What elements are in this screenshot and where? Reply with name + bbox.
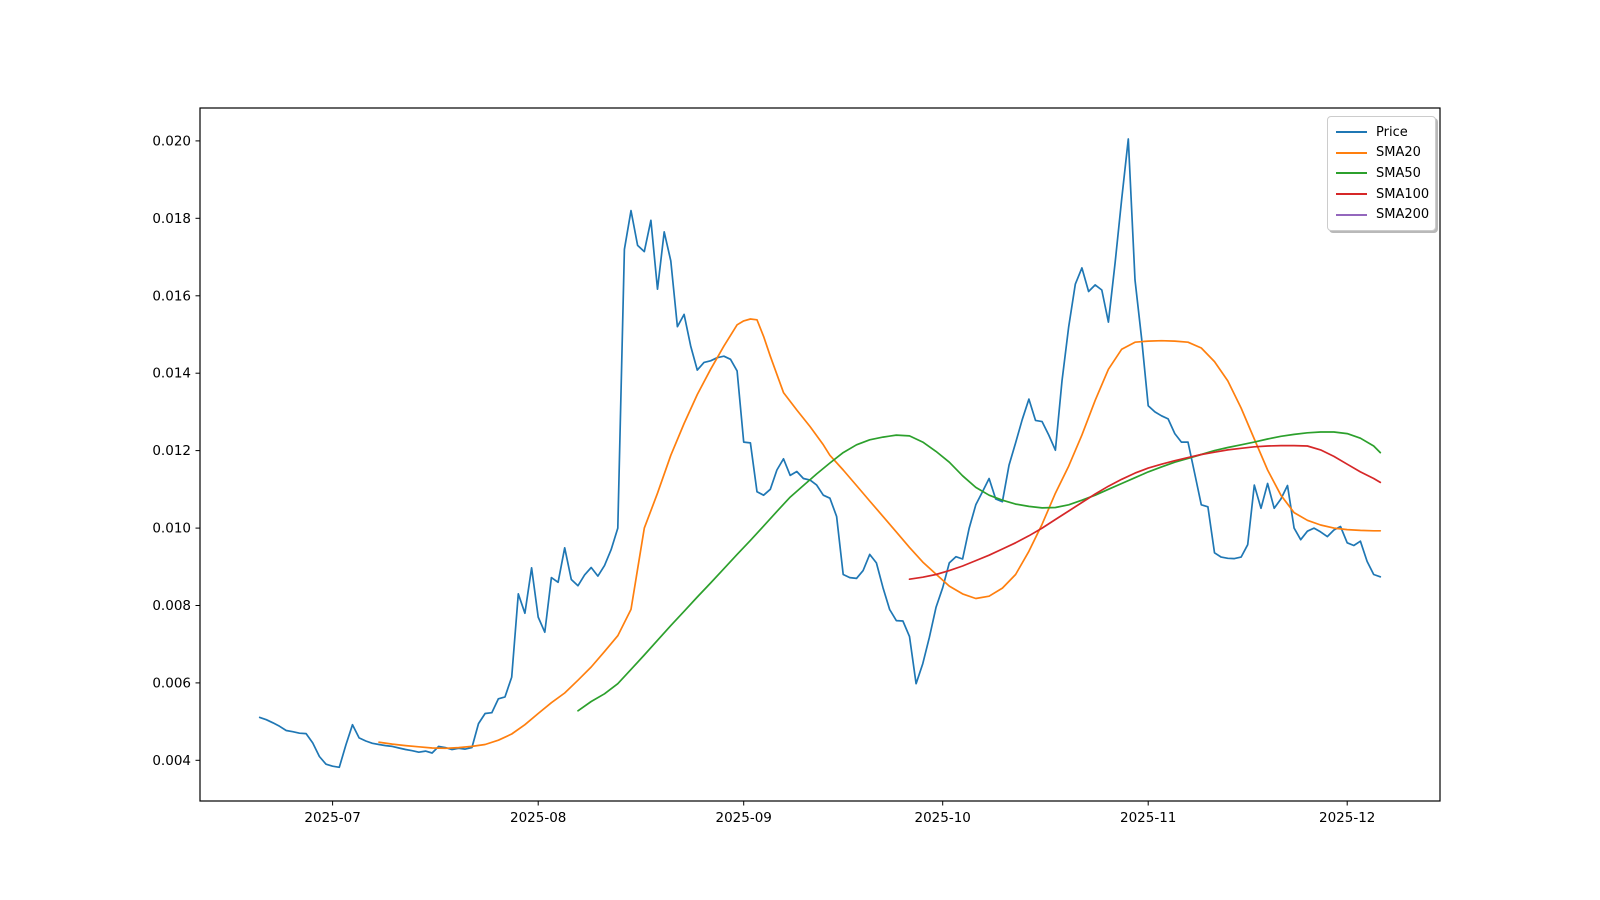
legend-label: Price (1376, 124, 1408, 140)
legend-label: SMA200 (1376, 207, 1430, 223)
legend-item-price: Price (1336, 122, 1426, 143)
svg-text:0.010: 0.010 (152, 521, 191, 537)
legend-line-swatch-sma200 (1336, 213, 1367, 216)
legend-item-sma200: SMA200 (1336, 204, 1430, 225)
legend: Price SMA20 SMA50 SMA100 SMA200 (1327, 116, 1436, 231)
legend-item-sma50: SMA50 (1336, 163, 1426, 184)
svg-text:2025-09: 2025-09 (715, 810, 771, 826)
series-lines (258, 138, 1382, 769)
svg-text:0.006: 0.006 (152, 675, 191, 691)
legend-label: SMA50 (1376, 165, 1421, 181)
legend-item-sma100: SMA100 (1336, 184, 1430, 205)
svg-text:0.016: 0.016 (152, 288, 191, 304)
svg-text:2025-12: 2025-12 (1319, 810, 1375, 826)
axes-spines (199, 107, 1441, 802)
legend-line-swatch-price (1336, 131, 1367, 134)
series-sma20 (378, 318, 1382, 750)
plot-area (200, 108, 1440, 801)
svg-text:0.014: 0.014 (152, 366, 191, 382)
legend-label: SMA20 (1376, 145, 1421, 161)
svg-text:0.020: 0.020 (152, 133, 191, 149)
series-sma50 (577, 431, 1382, 712)
svg-text:0.018: 0.018 (152, 211, 191, 227)
svg-text:0.012: 0.012 (152, 443, 191, 459)
svg-text:2025-11: 2025-11 (1120, 810, 1176, 826)
legend-line-swatch-sma50 (1336, 172, 1367, 175)
svg-text:0.008: 0.008 (152, 598, 191, 614)
y-axis-ticks (195, 140, 200, 761)
legend-label: SMA100 (1376, 186, 1430, 202)
svg-text:2025-08: 2025-08 (510, 810, 566, 826)
series-sma100 (908, 444, 1382, 581)
x-axis-labels: 2025-07 2025-08 2025-09 2025-10 2025-11 2025-… (304, 810, 1375, 826)
svg-text:2025-10: 2025-10 (914, 810, 970, 826)
legend-line-swatch-sma20 (1336, 151, 1367, 154)
legend-item-sma20: SMA20 (1336, 143, 1426, 164)
svg-text:2025-07: 2025-07 (304, 810, 360, 826)
x-axis-ticks (332, 801, 1348, 806)
y-axis-labels: 0.004 0.006 0.008 0.010 0.012 0.014 0.016 0.018… (152, 133, 191, 768)
svg-text:0.004: 0.004 (152, 753, 191, 769)
legend-line-swatch-sma100 (1336, 193, 1367, 196)
